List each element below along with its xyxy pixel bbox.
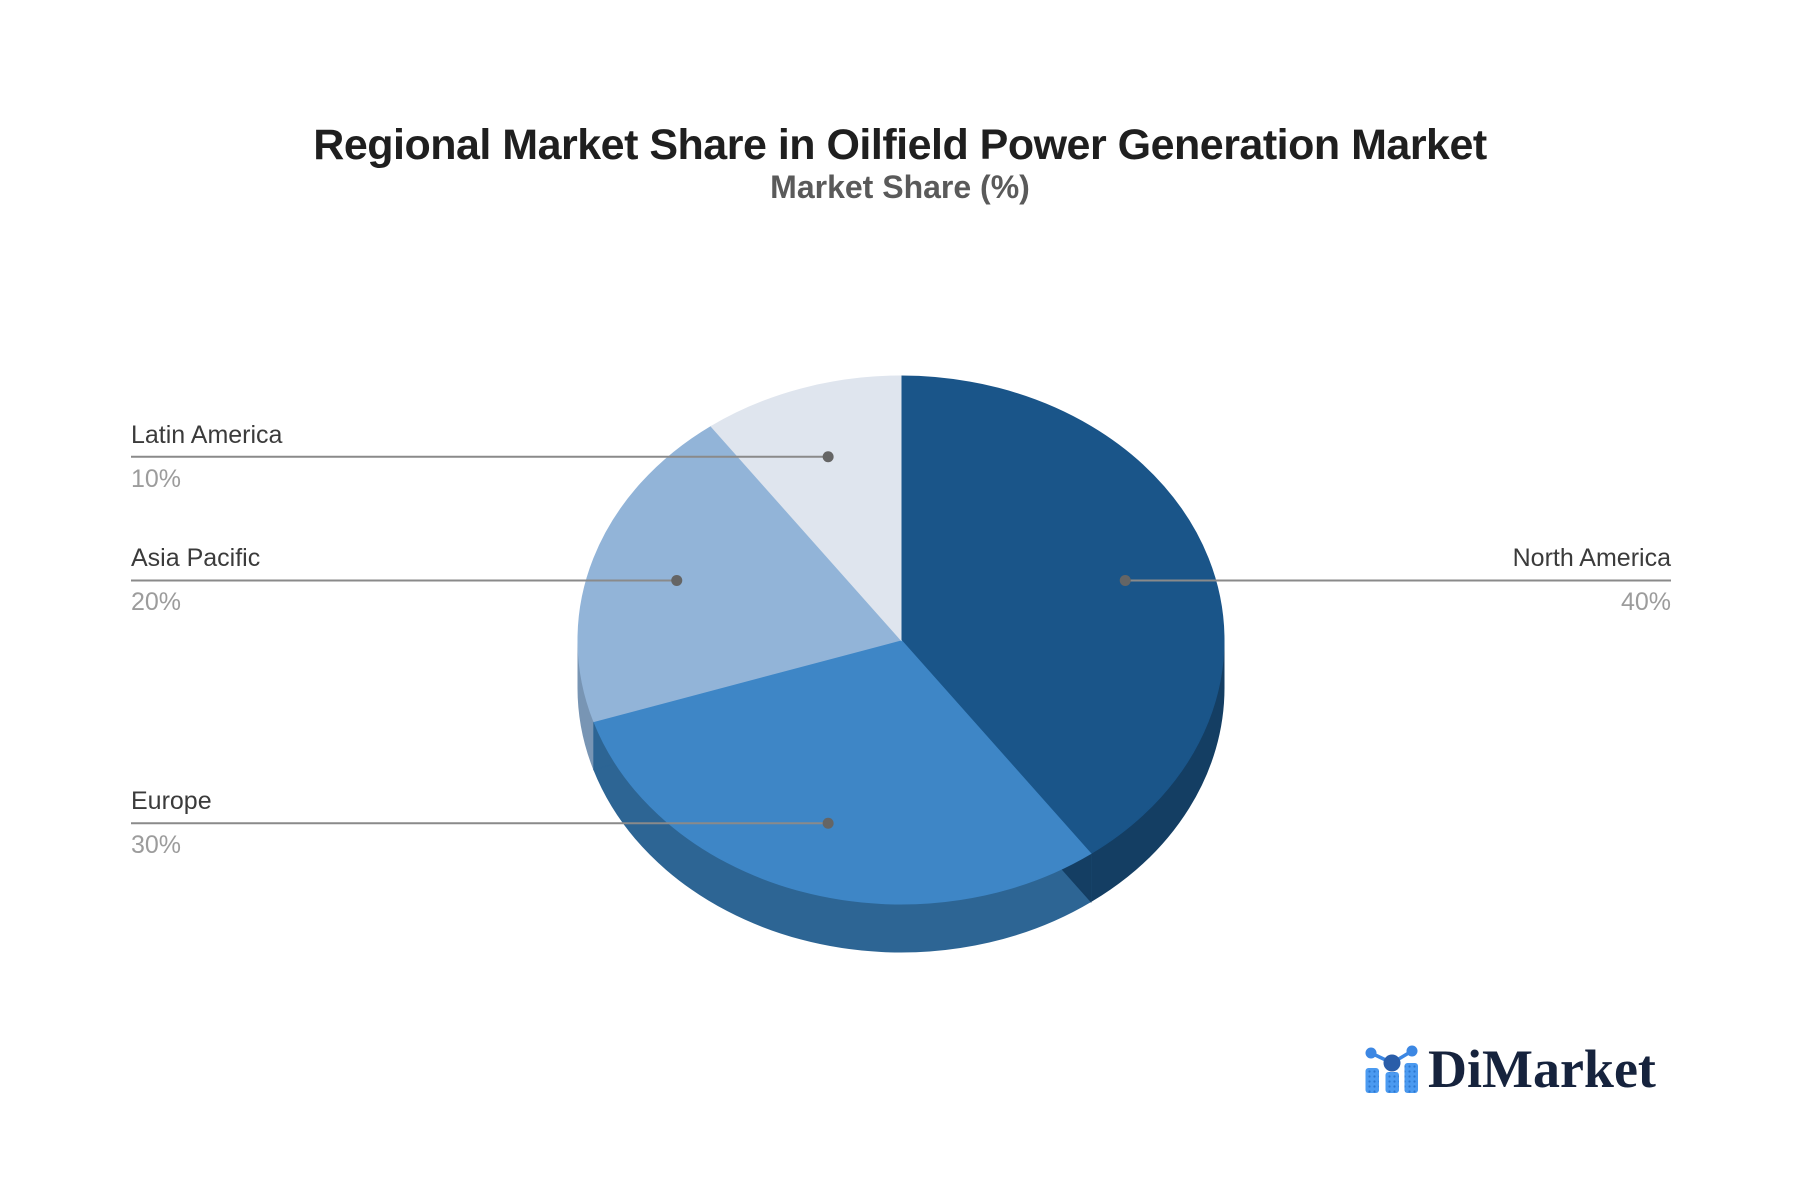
bar-chart-logo-icon — [1365, 1045, 1418, 1093]
pie-slice-asia-pacific[interactable] — [577, 425, 902, 723]
pie-slice-latin-america[interactable] — [710, 375, 902, 642]
leader-dot-asia-pacific — [671, 574, 683, 586]
leader-dot-latin-america — [822, 451, 834, 463]
chart-subtitle: Market Share (%) — [770, 169, 1030, 205]
logo-text: DiMarket — [1428, 1039, 1656, 1099]
pie-slice-europe[interactable] — [593, 639, 1092, 905]
chart-title: Regional Market Share in Oilfield Power … — [313, 121, 1487, 169]
logo[interactable]: DiMarket — [1358, 1038, 1678, 1108]
leader-dot-north-america — [1119, 574, 1131, 586]
leader-dot-europe — [822, 817, 834, 829]
pie-slice-north-america[interactable] — [900, 375, 1225, 855]
